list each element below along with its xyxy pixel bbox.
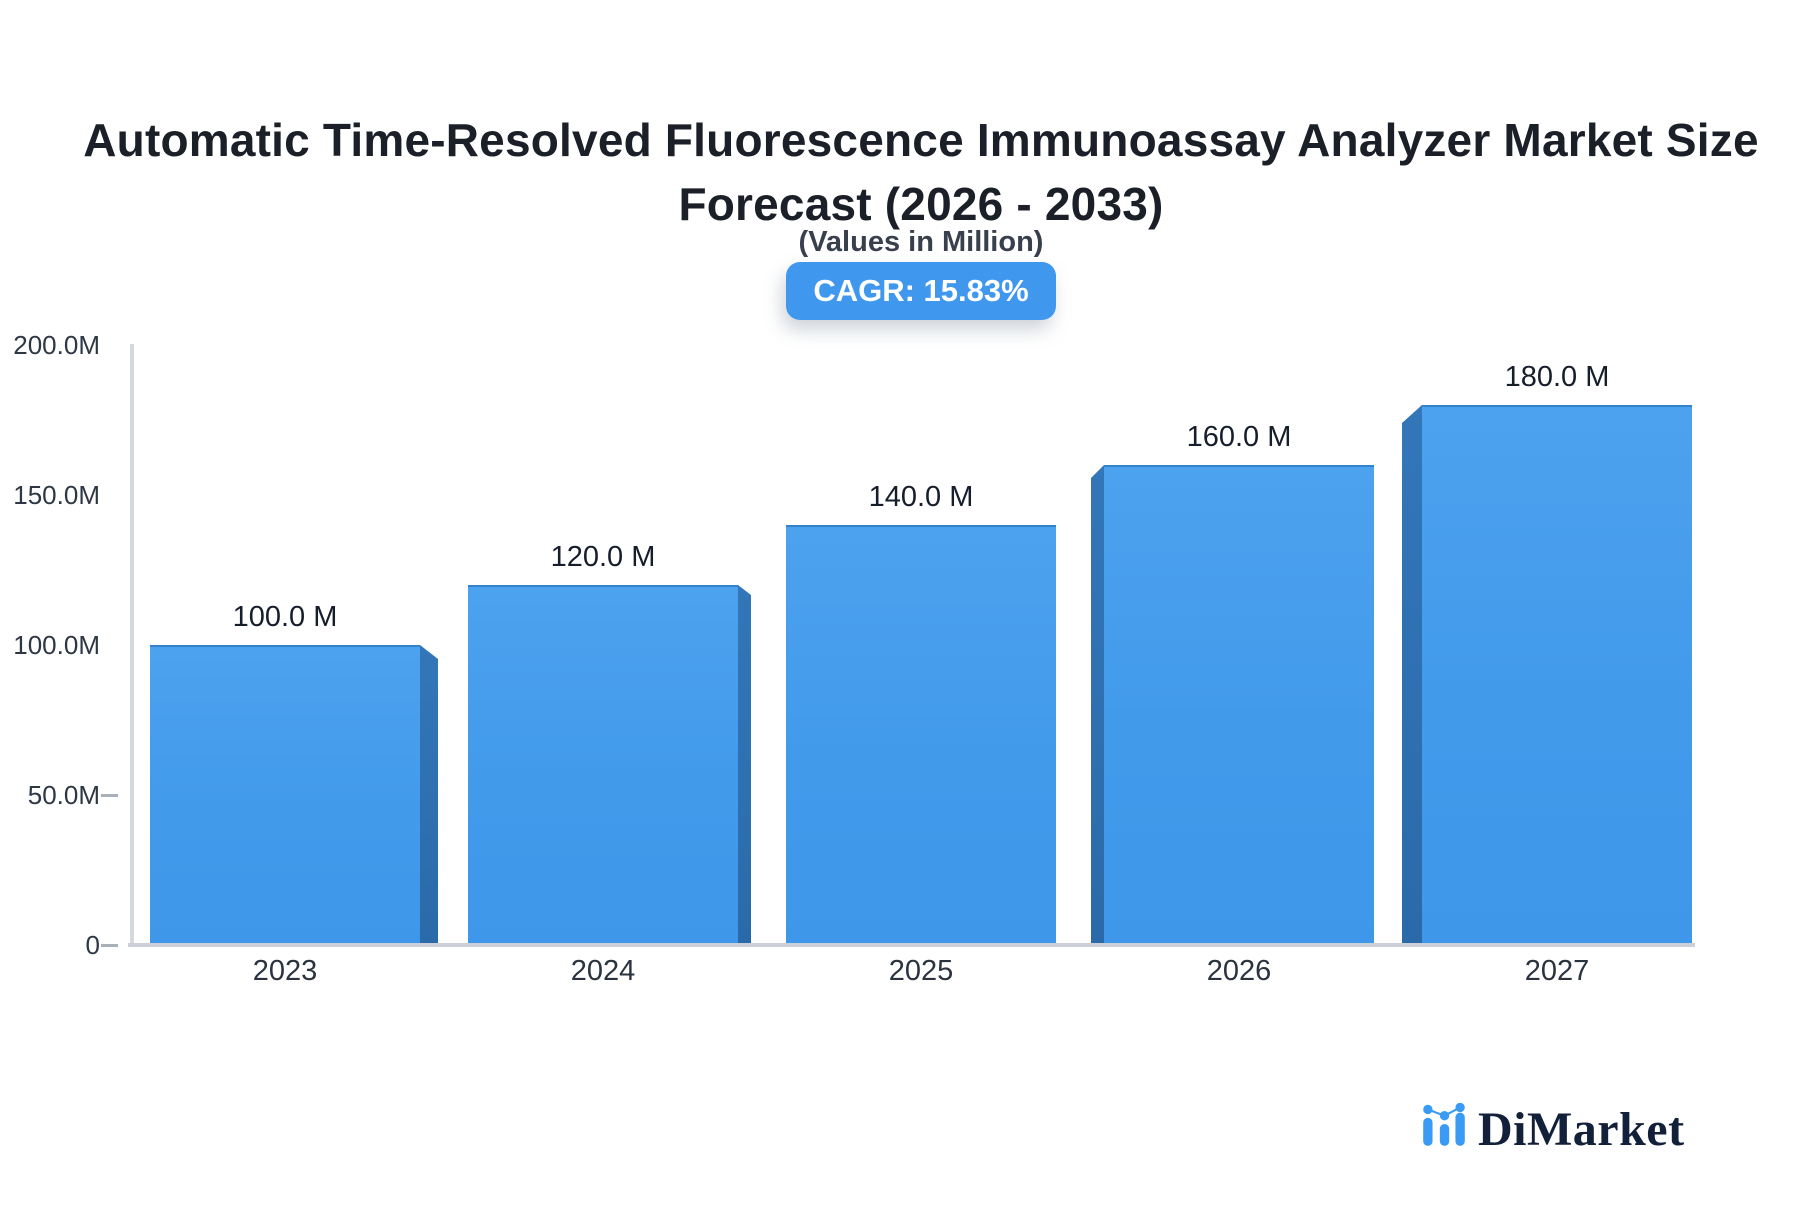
bar-chart-logo-icon [1418,1098,1470,1153]
bar-2023 [150,645,420,945]
x-axis-label-2026: 2026 [1206,955,1272,987]
y-axis-tick-mark [101,944,118,947]
bar-value-label: 100.0 M [232,601,338,633]
bar-value-label: 140.0 M [868,481,974,513]
x-axis-label-2023: 2023 [252,955,318,987]
page-title-line2: Forecast (2026 - 2033) [678,178,1164,230]
y-axis-tick-label: 100.0M [13,630,100,660]
chart-subtitle: (Values in Million) [798,226,1044,258]
brand-name: DiMarket [1478,1103,1685,1156]
bar-side-face-2023 [420,645,438,945]
bar-2024 [468,585,738,945]
x-axis-label-2024: 2024 [570,955,636,987]
y-axis-line [130,344,134,947]
y-axis-tick-label: 0 [85,930,100,960]
page-title-line1: Automatic Time-Resolved Fluorescence Imm… [83,114,1759,166]
brand-logo: DiMarket [1418,1094,1718,1164]
bar-2027 [1422,405,1692,945]
bar-2026 [1104,465,1374,945]
y-axis-tick-label: 150.0M [13,480,100,510]
bar-value-label: 180.0 M [1504,361,1610,393]
bar-value-label: 160.0 M [1186,421,1292,453]
cagr-badge-row: CAGR: 15.83% [21,262,1800,320]
bar-2025 [786,525,1056,945]
y-axis-tick-label: 50.0M [27,780,100,810]
page-title: Automatic Time-Resolved Fluorescence Imm… [21,108,1800,236]
y-axis-tick-label: 200.0M [13,330,100,360]
bar-side-face-2026 [1091,465,1104,945]
x-axis-baseline [128,943,1695,947]
bar-value-label: 120.0 M [550,541,656,573]
x-axis-label-2025: 2025 [888,955,954,987]
y-axis-tick-mark [101,794,118,797]
cagr-badge: CAGR: 15.83% [786,262,1056,320]
bar-side-face-2024 [738,585,751,945]
bar-side-face-2027 [1402,405,1422,945]
x-axis-label-2027: 2027 [1524,955,1590,987]
